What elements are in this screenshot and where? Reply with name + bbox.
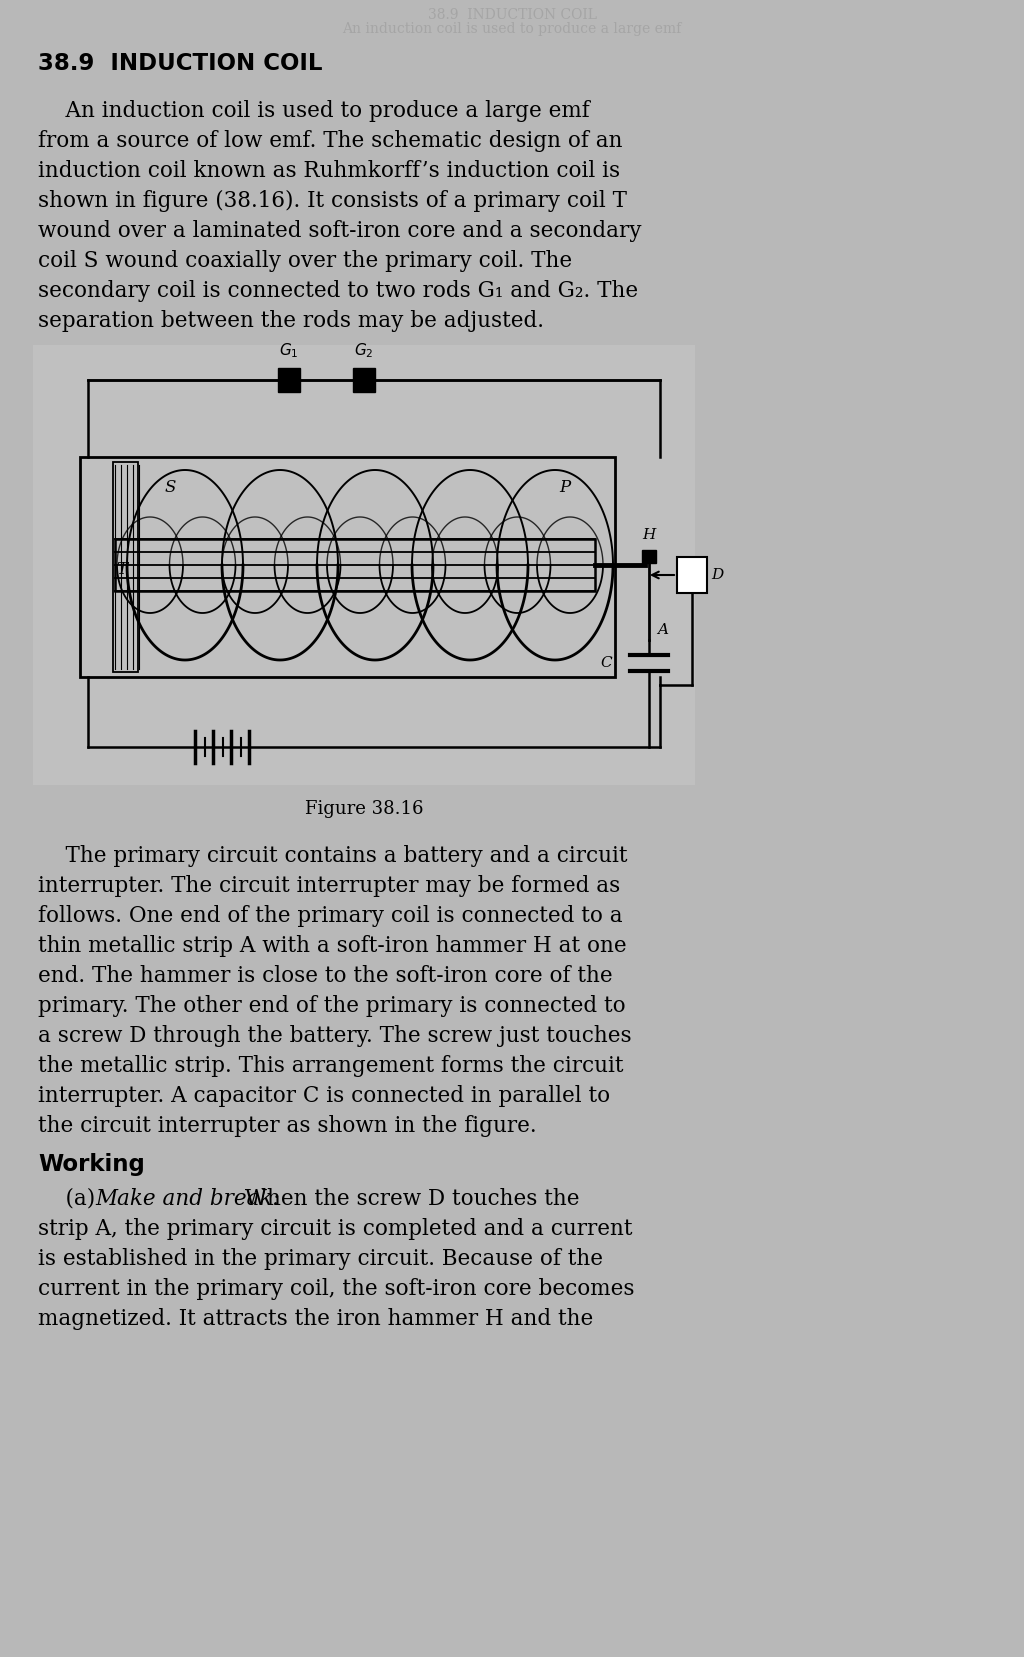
Text: An induction coil is used to produce a large emf: An induction coil is used to produce a l…	[342, 22, 682, 36]
Bar	[278, 368, 300, 393]
Text: interrupter. A capacitor C is connected in parallel to: interrupter. A capacitor C is connected …	[38, 1085, 610, 1107]
Text: P: P	[559, 479, 570, 497]
Text: An induction coil is used to produce a large emf: An induction coil is used to produce a l…	[38, 99, 590, 123]
Text: the circuit interrupter as shown in the figure.: the circuit interrupter as shown in the …	[38, 1115, 537, 1137]
Text: primary. The other end of the primary is connected to: primary. The other end of the primary is…	[38, 994, 626, 1017]
Text: 38.9  INDUCTION COIL: 38.9 INDUCTION COIL	[38, 51, 323, 75]
Bar	[33, 345, 695, 785]
Text: is established in the primary circuit. Because of the: is established in the primary circuit. B…	[38, 1248, 603, 1269]
Text: Figure 38.16: Figure 38.16	[305, 800, 423, 819]
Text: T: T	[117, 562, 128, 578]
Text: D: D	[711, 568, 723, 582]
Text: wound over a laminated soft-iron core and a secondary: wound over a laminated soft-iron core an…	[38, 220, 641, 242]
Text: The primary circuit contains a battery and a circuit: The primary circuit contains a battery a…	[38, 845, 628, 867]
Text: Make and break:: Make and break:	[95, 1188, 280, 1210]
Text: H: H	[642, 529, 655, 542]
Text: strip A, the primary circuit is completed and a current: strip A, the primary circuit is complete…	[38, 1218, 633, 1239]
Text: secondary coil is connected to two rods G₁ and G₂. The: secondary coil is connected to two rods …	[38, 280, 638, 302]
Text: S: S	[164, 479, 176, 497]
Text: a screw D through the battery. The screw just touches: a screw D through the battery. The screw…	[38, 1026, 632, 1047]
Text: $G_1$: $G_1$	[280, 341, 299, 360]
Text: current in the primary coil, the soft-iron core becomes: current in the primary coil, the soft-ir…	[38, 1278, 635, 1301]
Text: C: C	[600, 656, 612, 669]
Text: $G_2$: $G_2$	[354, 341, 374, 360]
Bar	[677, 557, 707, 593]
Text: coil S wound coaxially over the primary coil. The: coil S wound coaxially over the primary …	[38, 250, 572, 272]
Text: A: A	[657, 623, 668, 636]
Text: 38.9  INDUCTION COIL: 38.9 INDUCTION COIL	[427, 8, 597, 22]
Bar	[115, 539, 595, 592]
Text: interrupter. The circuit interrupter may be formed as: interrupter. The circuit interrupter may…	[38, 875, 621, 896]
Text: (a): (a)	[38, 1188, 102, 1210]
Text: Working: Working	[38, 1153, 144, 1176]
Bar	[353, 368, 375, 393]
Text: end. The hammer is close to the soft-iron core of the: end. The hammer is close to the soft-iro…	[38, 964, 612, 988]
Bar	[113, 462, 138, 673]
Bar	[642, 550, 656, 563]
Text: induction coil known as Ruhmkorff’s induction coil is: induction coil known as Ruhmkorff’s indu…	[38, 161, 621, 182]
Text: When the screw D touches the: When the screw D touches the	[238, 1188, 580, 1210]
Text: follows. One end of the primary coil is connected to a: follows. One end of the primary coil is …	[38, 905, 623, 926]
Text: thin metallic strip A with a soft-iron hammer H at one: thin metallic strip A with a soft-iron h…	[38, 935, 627, 958]
Text: magnetized. It attracts the iron hammer H and the: magnetized. It attracts the iron hammer …	[38, 1307, 593, 1331]
Text: from a source of low emf. The schematic design of an: from a source of low emf. The schematic …	[38, 129, 623, 152]
Text: shown in figure (38.16). It consists of a primary coil T: shown in figure (38.16). It consists of …	[38, 191, 627, 212]
Text: separation between the rods may be adjusted.: separation between the rods may be adjus…	[38, 310, 544, 331]
Text: the metallic strip. This arrangement forms the circuit: the metallic strip. This arrangement for…	[38, 1056, 624, 1077]
Bar	[80, 457, 615, 678]
